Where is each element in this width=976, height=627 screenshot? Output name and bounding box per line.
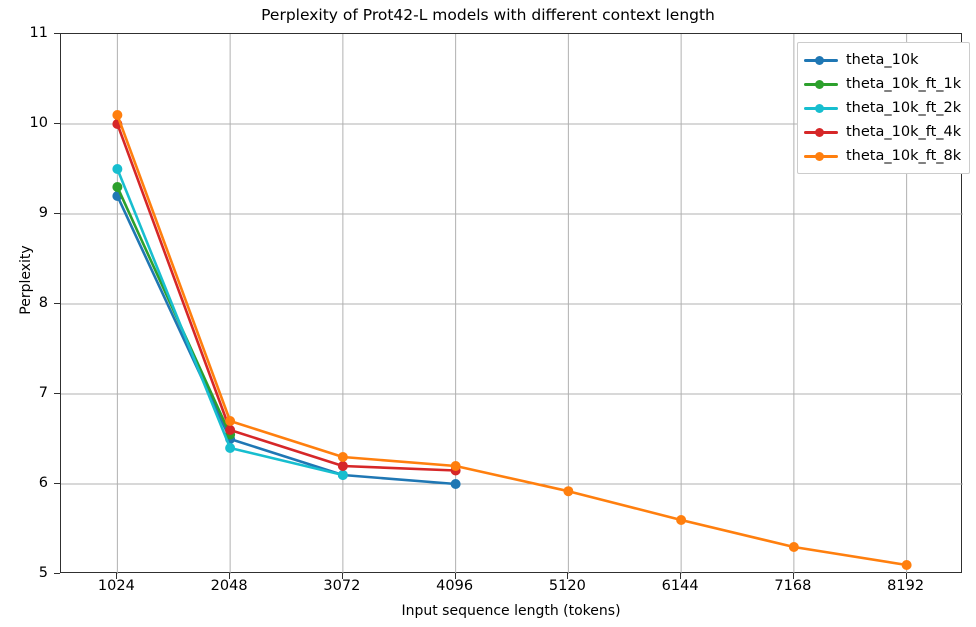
series-marker: [337, 452, 348, 462]
series-marker: [337, 461, 348, 471]
y-axis-tick-mark: [54, 33, 60, 34]
y-axis-tick-label: 5: [38, 565, 48, 581]
series-marker: [788, 542, 799, 552]
x-axis-tick-mark: [680, 573, 682, 579]
legend-swatch-icon: [804, 149, 838, 163]
x-axis-title: Input sequence length (tokens): [401, 603, 621, 619]
y-axis-tick-label: 7: [38, 385, 48, 401]
series-marker: [112, 182, 123, 192]
legend-label: theta_10k_ft_8k: [846, 148, 962, 164]
x-axis-tick-label: 4096: [436, 578, 474, 594]
legend-entry[interactable]: theta_10k: [804, 48, 961, 72]
x-axis-tick-label: 1024: [97, 578, 135, 594]
x-axis-tick-mark: [905, 573, 907, 579]
legend-swatch-icon: [804, 77, 838, 91]
legend-label: theta_10k_ft_4k: [846, 124, 962, 140]
series-marker: [112, 110, 123, 120]
x-axis-tick-label: 3072: [323, 578, 361, 594]
series-marker: [901, 560, 912, 570]
x-axis-tick-mark: [567, 573, 569, 579]
y-axis-tick-marks: [0, 33, 60, 574]
x-axis-tick-label: 8192: [887, 578, 925, 594]
x-axis-tick-label: 2048: [210, 578, 248, 594]
x-axis-tick-mark: [341, 573, 343, 579]
series-marker: [112, 164, 123, 174]
x-axis-tick-labels: 1024 2048 3072 4096 5120 6144 7168 8192: [60, 578, 962, 600]
y-axis-tick-label: 11: [29, 25, 48, 41]
legend-label: theta_10k_ft_1k: [846, 76, 962, 92]
x-axis-tick-mark: [229, 573, 231, 579]
series-marker: [450, 461, 461, 471]
y-axis-tick-mark: [54, 393, 60, 394]
x-axis-tick-label: 5120: [548, 578, 586, 594]
x-axis-tick-mark: [116, 573, 118, 579]
y-axis-tick-label: 8: [38, 295, 48, 311]
legend-label: theta_10k: [846, 52, 919, 68]
y-axis-tick-mark: [54, 483, 60, 484]
chart-title: Perplexity of Prot42-L models with diffe…: [261, 6, 715, 24]
series-marker: [676, 515, 687, 525]
legend-swatch-icon: [804, 101, 838, 115]
y-axis-tick-label: 6: [38, 475, 48, 491]
y-axis-tick-label: 9: [38, 205, 48, 221]
x-axis-tick-label: 7168: [774, 578, 812, 594]
series-marker: [225, 425, 236, 435]
legend-entry[interactable]: theta_10k_ft_4k: [804, 120, 961, 144]
y-axis-tick-labels: 5 6 7 8 9 10 11: [0, 25, 48, 581]
data-series: [112, 164, 348, 480]
series-marker: [225, 416, 236, 426]
series-line: [116, 194, 457, 486]
legend-label: theta_10k_ft_2k: [846, 100, 962, 116]
data-series: [112, 110, 912, 570]
x-axis-tick-mark: [454, 573, 456, 579]
legend-swatch-icon: [804, 125, 838, 139]
plot-area: [60, 33, 963, 574]
data-series: [112, 191, 461, 489]
x-axis-tick-marks: [60, 573, 962, 581]
data-series-layer: [112, 110, 912, 570]
legend-entry[interactable]: theta_10k_ft_1k: [804, 72, 961, 96]
y-axis-tick-mark: [54, 573, 60, 574]
series-marker: [563, 486, 574, 497]
legend-entry[interactable]: theta_10k_ft_2k: [804, 96, 961, 120]
legend-entry[interactable]: theta_10k_ft_8k: [804, 144, 961, 168]
y-axis-tick-mark: [54, 213, 60, 214]
legend-swatch-icon: [804, 53, 838, 67]
series-marker: [450, 479, 461, 489]
x-axis-tick-mark: [792, 573, 794, 579]
y-axis-tick-mark: [54, 303, 60, 304]
series-line: [116, 122, 457, 472]
y-axis-tick-mark: [54, 123, 60, 124]
series-marker: [337, 470, 348, 480]
series-marker: [225, 443, 236, 453]
series-line: [116, 113, 908, 567]
y-axis-tick-label: 10: [29, 115, 48, 131]
x-axis-tick-label: 6144: [661, 578, 699, 594]
